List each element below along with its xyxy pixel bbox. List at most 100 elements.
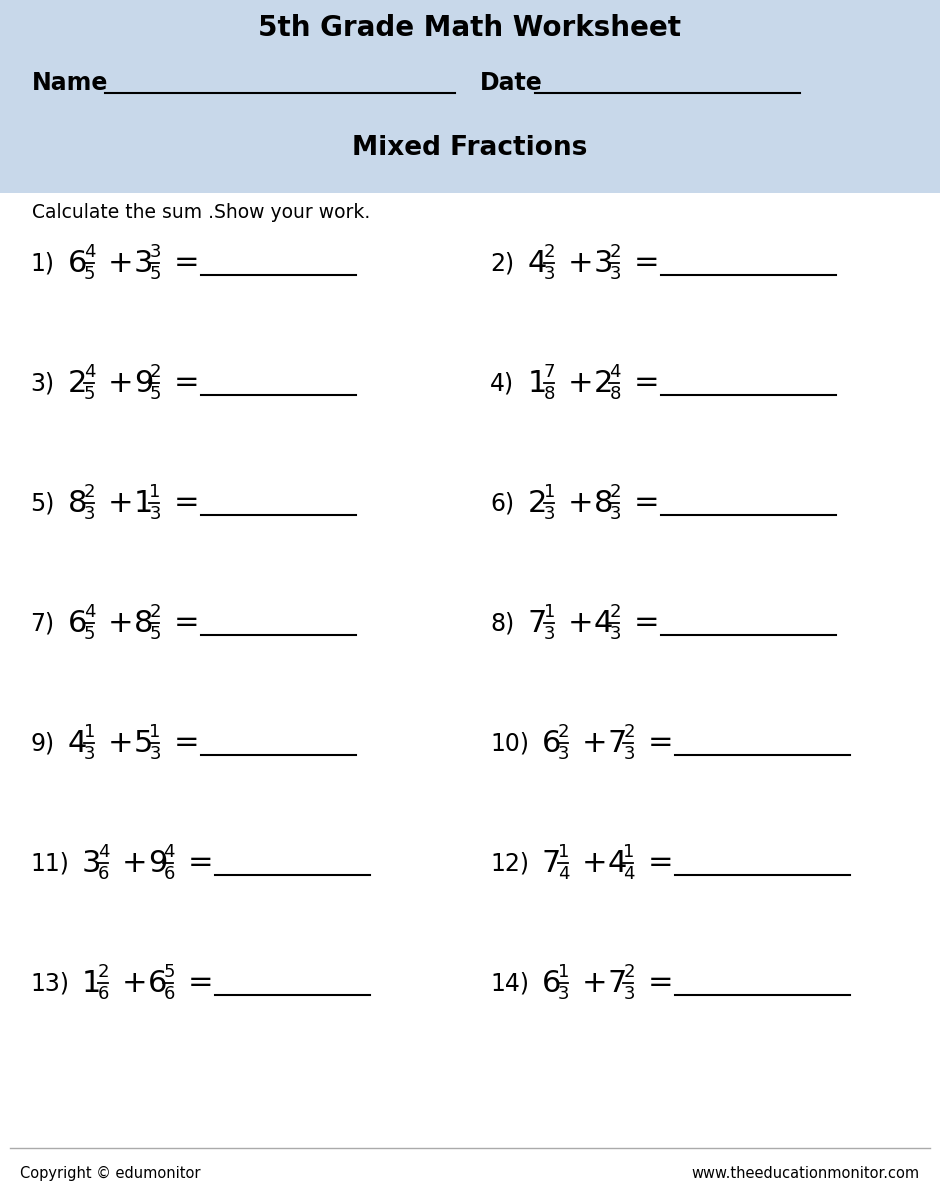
Text: +: + — [568, 368, 593, 397]
Text: =: = — [634, 609, 659, 638]
Text: 1): 1) — [30, 251, 54, 275]
Text: 8: 8 — [594, 488, 613, 517]
Text: 6: 6 — [542, 729, 561, 758]
Text: 3: 3 — [149, 745, 161, 763]
Text: 8: 8 — [543, 385, 555, 403]
Text: 3: 3 — [623, 745, 634, 763]
Text: 5: 5 — [84, 265, 95, 283]
Text: 2: 2 — [609, 243, 620, 261]
Text: 3: 3 — [149, 243, 161, 261]
Text: +: + — [108, 368, 133, 397]
Text: =: = — [187, 848, 213, 877]
Text: www.theeducationmonitor.com: www.theeducationmonitor.com — [692, 1166, 920, 1180]
Text: 6: 6 — [164, 865, 175, 883]
Text: +: + — [108, 488, 133, 517]
Text: 1: 1 — [149, 723, 161, 741]
Text: 1: 1 — [133, 488, 153, 517]
Text: +: + — [582, 968, 607, 997]
Text: 2: 2 — [84, 482, 95, 500]
Text: +: + — [108, 249, 133, 278]
Text: 4: 4 — [609, 363, 620, 381]
Text: 2: 2 — [609, 482, 620, 500]
Text: +: + — [108, 729, 133, 758]
Text: 6: 6 — [98, 865, 109, 883]
Text: 9: 9 — [148, 848, 167, 877]
Text: =: = — [634, 249, 659, 278]
Text: 7: 7 — [542, 848, 561, 877]
Text: 3: 3 — [557, 985, 569, 1003]
Text: 1: 1 — [543, 482, 555, 500]
Text: =: = — [173, 368, 199, 397]
Text: 4: 4 — [528, 249, 547, 278]
Text: =: = — [634, 488, 659, 517]
Text: 4: 4 — [164, 843, 175, 861]
Text: Mixed Fractions: Mixed Fractions — [352, 135, 588, 161]
Text: 7: 7 — [607, 729, 627, 758]
Text: 5: 5 — [133, 729, 153, 758]
Text: 4: 4 — [557, 865, 569, 883]
Text: 4: 4 — [84, 243, 95, 261]
Text: Name: Name — [32, 71, 108, 95]
Text: =: = — [648, 968, 673, 997]
Text: 3: 3 — [133, 249, 153, 278]
Text: 6: 6 — [68, 609, 87, 638]
Text: 3: 3 — [594, 249, 613, 278]
Text: 8: 8 — [68, 488, 87, 517]
Text: 4: 4 — [68, 729, 87, 758]
Text: 3: 3 — [543, 505, 556, 523]
Text: 6: 6 — [164, 985, 175, 1003]
Text: =: = — [173, 609, 199, 638]
Text: 1: 1 — [543, 603, 555, 621]
Text: 10): 10) — [490, 731, 529, 755]
Text: =: = — [173, 488, 199, 517]
Text: +: + — [121, 968, 148, 997]
Text: +: + — [108, 609, 133, 638]
Text: 4: 4 — [623, 865, 634, 883]
Text: +: + — [582, 729, 607, 758]
Text: 5: 5 — [164, 962, 175, 980]
Text: 2: 2 — [609, 603, 620, 621]
Text: =: = — [648, 729, 673, 758]
Text: 13): 13) — [30, 971, 69, 995]
Bar — [0, 0, 940, 192]
Text: 4: 4 — [98, 843, 109, 861]
Text: 2: 2 — [149, 603, 161, 621]
Text: 9): 9) — [30, 731, 55, 755]
Text: +: + — [582, 848, 607, 877]
Text: Copyright © edumonitor: Copyright © edumonitor — [20, 1166, 200, 1180]
Text: 14): 14) — [490, 971, 529, 995]
Text: 5): 5) — [30, 491, 55, 515]
Text: 3: 3 — [609, 626, 620, 642]
Text: 3: 3 — [149, 505, 161, 523]
Text: 9: 9 — [133, 368, 153, 397]
Text: 3: 3 — [84, 505, 95, 523]
Text: 2: 2 — [623, 962, 634, 980]
Text: 3: 3 — [609, 265, 620, 283]
Text: 3: 3 — [543, 626, 556, 642]
Text: 7: 7 — [543, 363, 556, 381]
Text: 5: 5 — [84, 626, 95, 642]
Text: 2: 2 — [528, 488, 547, 517]
Text: +: + — [568, 488, 593, 517]
Text: 2: 2 — [557, 723, 569, 741]
Text: 2: 2 — [68, 368, 87, 397]
Text: =: = — [173, 729, 199, 758]
Text: 8: 8 — [609, 385, 620, 403]
Text: 8: 8 — [133, 609, 153, 638]
Text: 5: 5 — [84, 385, 95, 403]
Text: 3: 3 — [82, 848, 102, 877]
Text: 4: 4 — [84, 603, 95, 621]
Text: 4: 4 — [594, 609, 613, 638]
Text: =: = — [648, 848, 673, 877]
Text: =: = — [634, 368, 659, 397]
Text: +: + — [121, 848, 148, 877]
Text: 1: 1 — [623, 843, 634, 861]
Text: 7: 7 — [607, 968, 627, 997]
Text: 6): 6) — [490, 491, 514, 515]
Text: 1: 1 — [557, 962, 569, 980]
Text: 4): 4) — [490, 371, 514, 395]
Text: +: + — [568, 249, 593, 278]
Text: 3: 3 — [623, 985, 634, 1003]
Text: 3: 3 — [557, 745, 569, 763]
Text: =: = — [173, 249, 199, 278]
